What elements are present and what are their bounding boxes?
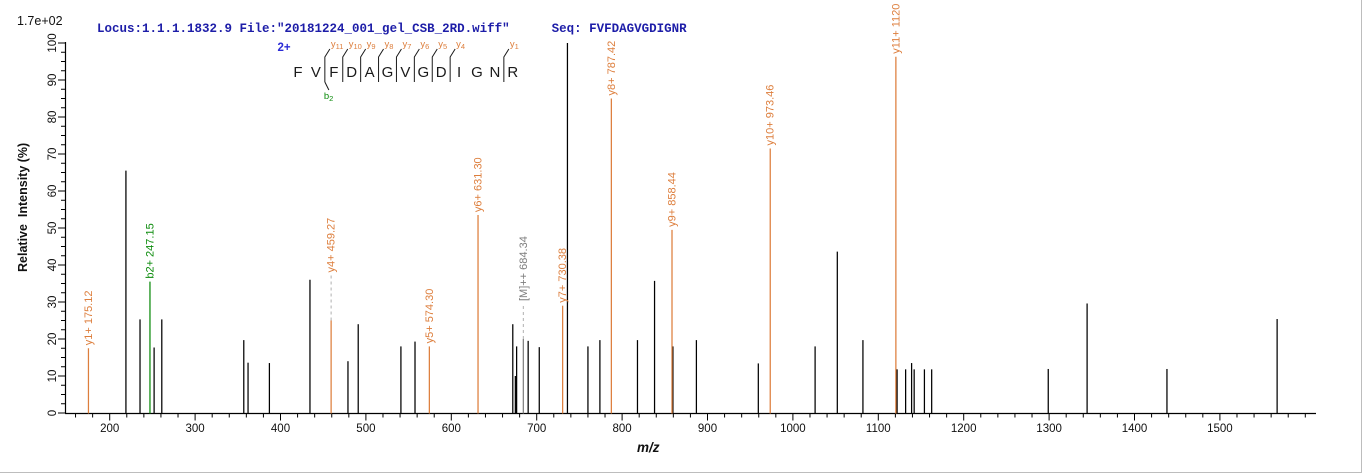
sequence-residue: R bbox=[507, 64, 518, 81]
y-tick-label: 0 bbox=[47, 410, 59, 416]
x-tick-label: 400 bbox=[271, 423, 290, 435]
x-tick-label: 1300 bbox=[1036, 423, 1062, 435]
y-tick-label: 60 bbox=[47, 185, 59, 198]
fragment-peak-label: y9+ 858.44 bbox=[667, 172, 679, 227]
y-ion-cut-mark bbox=[324, 48, 331, 82]
precursor-charge-label: 2+ bbox=[277, 42, 290, 54]
x-tick-label: 1000 bbox=[780, 423, 806, 435]
y-tick-label: 90 bbox=[47, 74, 59, 87]
sequence-residue: F bbox=[329, 64, 338, 81]
x-tick-label: 900 bbox=[698, 423, 717, 435]
y-ion-cut-mark bbox=[342, 48, 349, 82]
y-tick-label: 30 bbox=[47, 296, 59, 309]
y-ion-cut-mark bbox=[413, 48, 420, 82]
x-tick-label: 700 bbox=[527, 423, 546, 435]
x-tick-label: 1500 bbox=[1207, 423, 1233, 435]
fragment-peak-label: y10+ 973.46 bbox=[765, 85, 777, 146]
y-ion-label: y7 bbox=[402, 39, 411, 51]
y-ion-cut-mark bbox=[503, 48, 510, 82]
y-tick-label: 20 bbox=[47, 333, 59, 346]
y-ion-label: y11 bbox=[331, 39, 344, 51]
y-ion-label: y6 bbox=[420, 39, 429, 51]
y-tick-label: 40 bbox=[47, 259, 59, 272]
y-ion-label: y8 bbox=[385, 39, 394, 51]
fragment-peak-label: y1+ 175.12 bbox=[83, 291, 95, 346]
sequence-residue: F bbox=[293, 64, 302, 81]
x-tick-label: 600 bbox=[442, 423, 461, 435]
fragment-peak-label: y7+ 730.38 bbox=[557, 248, 569, 303]
y-ion-cut-mark bbox=[378, 48, 384, 82]
sequence-residue: D bbox=[346, 64, 357, 81]
x-axis-title: m/z bbox=[637, 440, 660, 455]
x-tick-label: 800 bbox=[613, 423, 632, 435]
y-tick-label: 10 bbox=[47, 370, 59, 383]
sequence-label: Seq: FVFDAGVGDIGNR bbox=[551, 22, 687, 36]
y-tick-label: 70 bbox=[47, 148, 59, 161]
y-ion-cut-mark bbox=[431, 48, 438, 82]
y-tick-label: 80 bbox=[47, 111, 59, 124]
x-tick-label: 300 bbox=[186, 423, 205, 435]
x-tick-label: 1100 bbox=[866, 423, 891, 435]
locus-file-label: Locus:1.1.1.1832.9 File:"20181224_001_ge… bbox=[97, 22, 510, 36]
b-ion-label: b2 bbox=[324, 91, 333, 103]
sequence-residue: G bbox=[471, 64, 483, 81]
x-tick-label: 1400 bbox=[1122, 423, 1148, 435]
x-tick-label: 500 bbox=[356, 423, 375, 435]
y-ion-label: y5 bbox=[438, 39, 447, 51]
sequence-residue: I bbox=[457, 64, 461, 81]
sequence-residue: V bbox=[400, 64, 410, 81]
sequence-residue: G bbox=[382, 64, 394, 81]
x-tick-label: 1200 bbox=[951, 423, 977, 435]
b-ion-cut-mark bbox=[324, 81, 330, 91]
fragment-peak-label: y5+ 574.30 bbox=[424, 289, 436, 344]
y-ion-label: y1 bbox=[510, 39, 519, 51]
sequence-residue: V bbox=[311, 64, 321, 81]
sequence-residue: N bbox=[489, 64, 500, 81]
y-ion-label: y4 bbox=[456, 39, 465, 51]
spectrum-header: Locus:1.1.1.1832.9 File:"20181224_001_ge… bbox=[67, 8, 687, 50]
y-ion-cut-mark bbox=[360, 48, 367, 82]
fragment-peak-label: y6+ 631.30 bbox=[473, 157, 485, 212]
fragment-peak-label: b2+ 247.15 bbox=[144, 223, 156, 278]
y-ion-cut-mark bbox=[449, 48, 456, 82]
y-ion-cut-mark bbox=[395, 48, 402, 82]
intensity-scale-label: 1.7e+02 bbox=[17, 14, 63, 28]
y-tick-label: 50 bbox=[47, 222, 59, 235]
sequence-residue: G bbox=[417, 64, 429, 81]
sequence-residue: D bbox=[436, 64, 447, 81]
sequence-residue: A bbox=[365, 64, 375, 81]
fragment-peak-label: y8+ 787.42 bbox=[606, 41, 618, 96]
y-ion-label: y10 bbox=[349, 39, 362, 51]
x-tick-label: 200 bbox=[100, 423, 119, 435]
fragment-peak-label: [M]++ 684.34 bbox=[518, 236, 530, 301]
y-tick-label: 100 bbox=[47, 33, 59, 52]
fragment-peak-label: y11+ 1120 bbox=[890, 4, 902, 54]
y-ion-label: y9 bbox=[367, 39, 376, 51]
fragment-peak-label: y4+ 459.27 bbox=[326, 218, 338, 273]
